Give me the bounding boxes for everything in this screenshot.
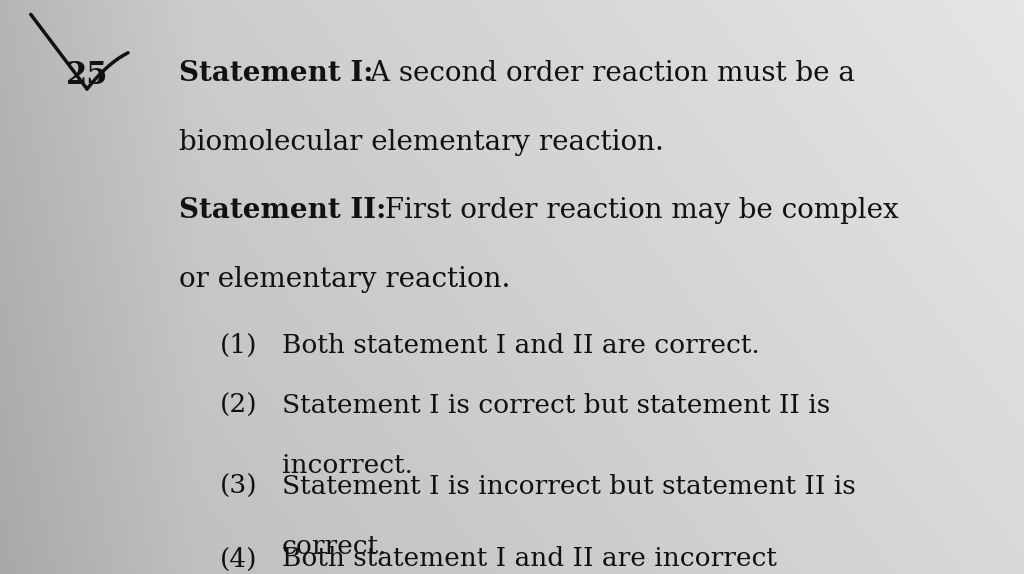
Text: biomolecular elementary reaction.: biomolecular elementary reaction. xyxy=(179,129,665,156)
Text: (3): (3) xyxy=(220,474,258,499)
Text: incorrect.: incorrect. xyxy=(282,453,413,479)
Text: Statement II:: Statement II: xyxy=(179,197,386,224)
Text: or elementary reaction.: or elementary reaction. xyxy=(179,266,511,293)
Text: Statement I is incorrect but statement II is: Statement I is incorrect but statement I… xyxy=(282,474,855,499)
Text: Both statement I and II are incorrect: Both statement I and II are incorrect xyxy=(282,546,776,572)
Text: (2): (2) xyxy=(220,393,258,418)
Text: (4): (4) xyxy=(220,546,258,572)
Text: Statement I is correct but statement II is: Statement I is correct but statement II … xyxy=(282,393,829,418)
Text: (1): (1) xyxy=(220,333,258,358)
Text: Both statement I and II are correct.: Both statement I and II are correct. xyxy=(282,333,760,358)
Text: First order reaction may be complex: First order reaction may be complex xyxy=(376,197,898,224)
Text: correct.: correct. xyxy=(282,534,387,559)
Text: 25: 25 xyxy=(66,60,109,91)
Text: Statement I:: Statement I: xyxy=(179,60,374,87)
Text: A second order reaction must be a: A second order reaction must be a xyxy=(361,60,855,87)
